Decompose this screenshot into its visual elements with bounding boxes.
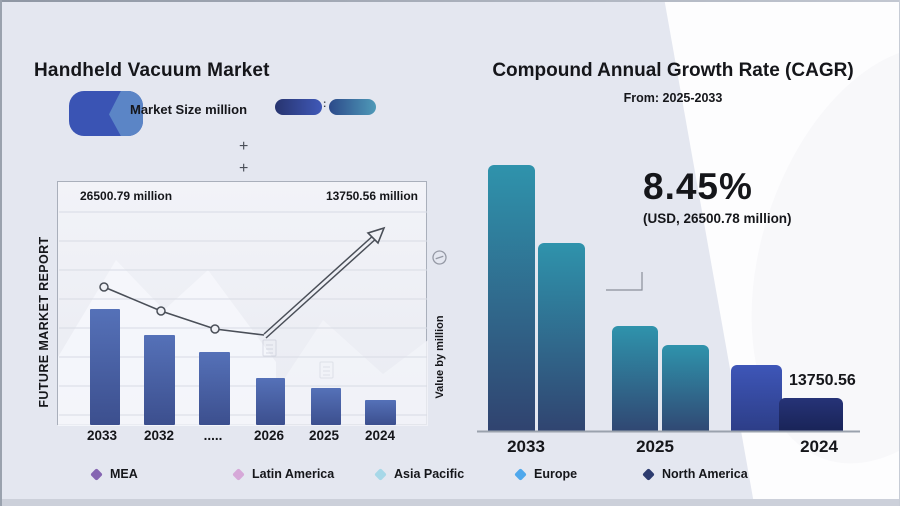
- legend-label: Latin America: [252, 467, 335, 481]
- cagr-value: 8.45%: [643, 166, 753, 207]
- bar-2033-secondary: [538, 243, 585, 431]
- x-label-2024: 2024: [800, 437, 838, 456]
- diamond-icon: [514, 467, 527, 481]
- blue-pill-shape: [275, 99, 322, 115]
- legend-item-asia-pacific: Asia Pacific: [374, 467, 465, 481]
- plus-mark-icon: +: [239, 160, 249, 177]
- document-icon: [262, 339, 277, 357]
- legend-label: MEA: [110, 467, 138, 481]
- market-size-chart: [58, 211, 428, 426]
- legend-item-mea: MEA: [90, 467, 138, 481]
- gridlines: [59, 211, 427, 416]
- left-section-title: Handheld Vacuum Market: [34, 60, 270, 81]
- bar-2033: [90, 309, 120, 425]
- diamond-icon: [90, 467, 103, 481]
- x-label-2026: 2026: [253, 428, 285, 443]
- market-size-legend-label: Market Size million: [130, 102, 248, 117]
- teal-pill-shape: [329, 99, 376, 115]
- cylinder-icon: [69, 91, 143, 136]
- value-annotation-2033: 26500.79 million: [80, 189, 173, 203]
- bar-2024: [365, 400, 396, 425]
- bar-2033-primary: [488, 165, 535, 431]
- trend-line: [103, 286, 265, 336]
- frame-top-border: [2, 0, 899, 2]
- right-section-subtitle: From: 2025-2033: [623, 91, 723, 105]
- bar-2024-secondary: [779, 398, 843, 431]
- frame-bottom-border: [2, 499, 899, 506]
- bar-2025-secondary: [662, 345, 709, 431]
- cagr-bars: [488, 165, 843, 431]
- value-annotation-2024: 13750.56 million: [325, 189, 418, 203]
- bar-2025: [311, 388, 341, 425]
- x-label-2025: 2025: [308, 428, 340, 443]
- bar-2032: [144, 335, 175, 425]
- document-icon: [319, 361, 334, 379]
- value-by-million-label: Value by million: [434, 315, 446, 399]
- x-label-2032: 2032: [143, 428, 175, 443]
- bar-value-label-2024: 13750.56: [789, 372, 856, 389]
- future-market-report-label: FUTURE MARKET REPORT: [37, 236, 51, 408]
- diamond-icon: [642, 467, 655, 481]
- legend-item-europe: Europe: [514, 467, 578, 481]
- market-size-bars: [90, 309, 396, 425]
- x-label-2025: 2025: [636, 437, 674, 456]
- growth-arrow: [263, 226, 386, 339]
- mountain-backdrop: [253, 320, 428, 426]
- x-label-dots: .....: [203, 428, 223, 443]
- pill-separator: :: [323, 99, 327, 110]
- legend-label: Europe: [534, 467, 578, 481]
- legend-label: North America: [662, 467, 748, 481]
- x-label-2033: 2033: [507, 437, 545, 456]
- diamond-icon: [232, 467, 245, 481]
- cagr-detail: (USD, 26500.78 million): [643, 211, 792, 226]
- right-section-title: Compound Annual Growth Rate (CAGR): [492, 60, 854, 81]
- minus-circle-icon: [432, 250, 447, 265]
- legend-label: Asia Pacific: [394, 467, 465, 481]
- corner-line-decoration: [606, 272, 643, 291]
- plus-mark-icon: +: [239, 138, 249, 155]
- market-size-chart-panel: 26500.79 million 13750.56 million: [57, 181, 428, 426]
- legend-item-north-america: North America: [642, 467, 748, 481]
- x-label-2033: 2033: [86, 428, 118, 443]
- x-label-2024: 2024: [364, 428, 396, 443]
- legend-item-latin-america: Latin America: [232, 467, 335, 481]
- bar-dots: [199, 352, 230, 425]
- diamond-icon: [374, 467, 387, 481]
- trend-markers: [99, 282, 220, 334]
- bar-2025-primary: [612, 326, 658, 431]
- cagr-chart: [477, 165, 860, 433]
- bar-2024-primary: [731, 365, 782, 431]
- bar-2026: [256, 378, 285, 425]
